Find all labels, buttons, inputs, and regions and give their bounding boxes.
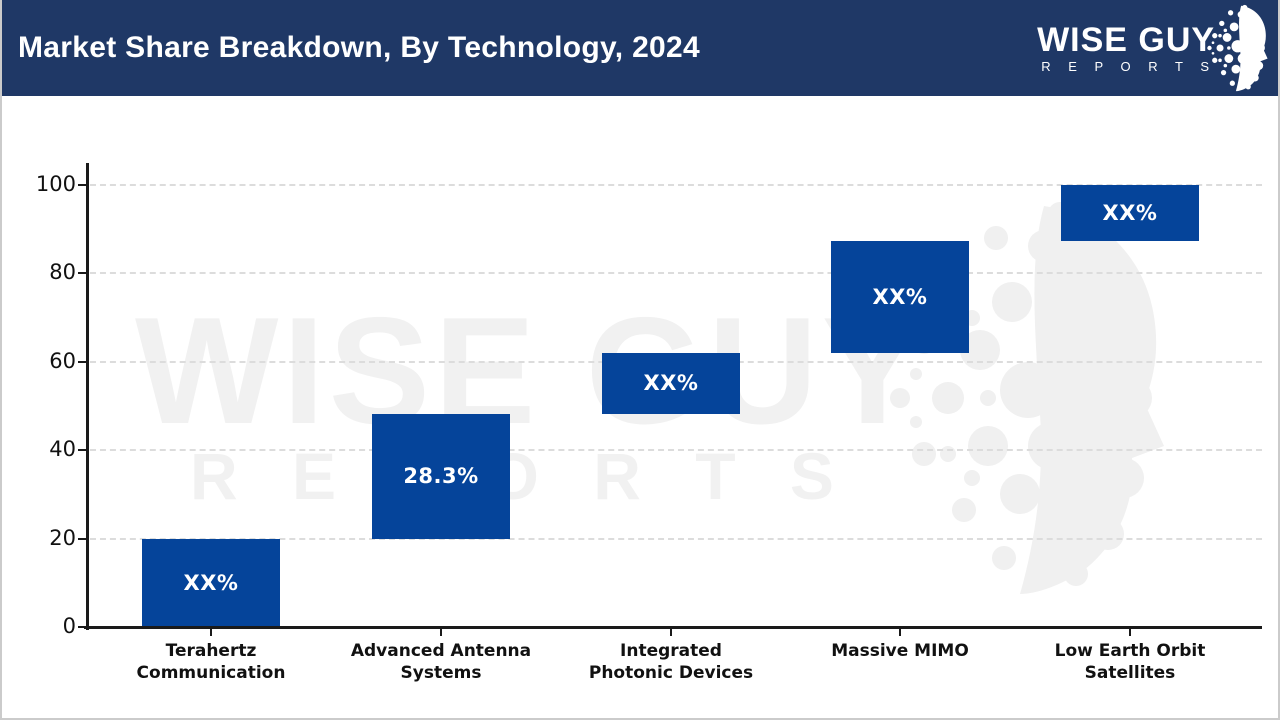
chart-title: Market Share Breakdown, By Technology, 2…: [18, 31, 701, 64]
x-category-label: Advanced Antenna Systems: [316, 640, 566, 684]
y-axis-tick: [78, 537, 86, 540]
y-axis-tick: [78, 360, 86, 363]
x-category-label-line: Communication: [136, 663, 286, 683]
x-category-label-line: Advanced Antenna: [350, 641, 532, 661]
bar-segment: XX%: [831, 240, 969, 353]
bar-segment: XX%: [602, 352, 740, 414]
x-axis-tick: [670, 629, 672, 636]
gridline: [90, 184, 1262, 186]
brand-logo-name: WISE GUY: [1037, 21, 1216, 59]
gridline: [90, 449, 1262, 452]
y-axis-tick: [78, 184, 86, 186]
watermark-brand-text: WISE GUY: [135, 286, 928, 456]
x-category-label-line: Massive MIMO: [831, 641, 969, 661]
x-category-label-line: Photonic Devices: [588, 663, 754, 683]
x-category-label-line: Terahertz: [165, 641, 257, 661]
x-category-label-line: Systems: [400, 663, 482, 683]
bar-value-label: XX%: [183, 570, 239, 595]
gridline: [90, 537, 1262, 540]
x-category-label-line: Satellites: [1084, 663, 1176, 683]
x-category-label: Low Earth Orbit Satellites: [1005, 640, 1255, 684]
y-axis-tick: [78, 272, 86, 275]
x-axis-tick: [440, 629, 442, 636]
x-category-label: Integrated Photonic Devices: [546, 640, 796, 684]
y-axis-tick-label: 40: [49, 437, 76, 462]
brand-logo: WISE GUY R E P O R T S: [1036, 0, 1268, 96]
watermark-brand-subtext: R E P O R T S: [190, 439, 852, 513]
y-axis-tick-label: 100: [35, 172, 76, 196]
y-axis-line: [86, 163, 89, 630]
brand-head-icon: [1202, 4, 1268, 92]
brand-logo-text: WISE GUY R E P O R T S: [1036, 22, 1216, 74]
x-axis-tick: [210, 629, 212, 636]
bar-value-label: XX%: [1102, 200, 1158, 225]
x-category-label: Terahertz Communication: [86, 640, 336, 684]
bar-segment: XX%: [142, 538, 280, 627]
brand-logo-subname: R E P O R T S: [1041, 59, 1216, 74]
bar-segment: 28.3%: [372, 413, 510, 539]
x-category-label-line: Integrated: [620, 641, 722, 661]
x-axis-tick: [899, 629, 901, 636]
bar-value-label: XX%: [872, 284, 928, 309]
y-axis-tick-label: 60: [49, 348, 76, 373]
y-axis-tick: [78, 449, 86, 452]
y-axis-tick-label: 0: [62, 614, 76, 638]
x-category-label-line: Low Earth Orbit: [1054, 641, 1206, 661]
bar-value-label: XX%: [643, 371, 699, 396]
x-axis-line: [84, 626, 1262, 629]
y-axis-tick-label: 20: [49, 525, 76, 550]
x-category-label: Massive MIMO: [775, 640, 1025, 662]
bar-value-label: 28.3%: [403, 464, 479, 489]
bar-segment: XX%: [1061, 185, 1199, 241]
y-axis-tick-label: 80: [49, 260, 76, 285]
header-bar: Market Share Breakdown, By Technology, 2…: [0, 0, 1280, 96]
x-axis-tick: [1129, 629, 1131, 636]
gridline: [90, 272, 1262, 275]
y-axis-tick: [78, 626, 86, 628]
